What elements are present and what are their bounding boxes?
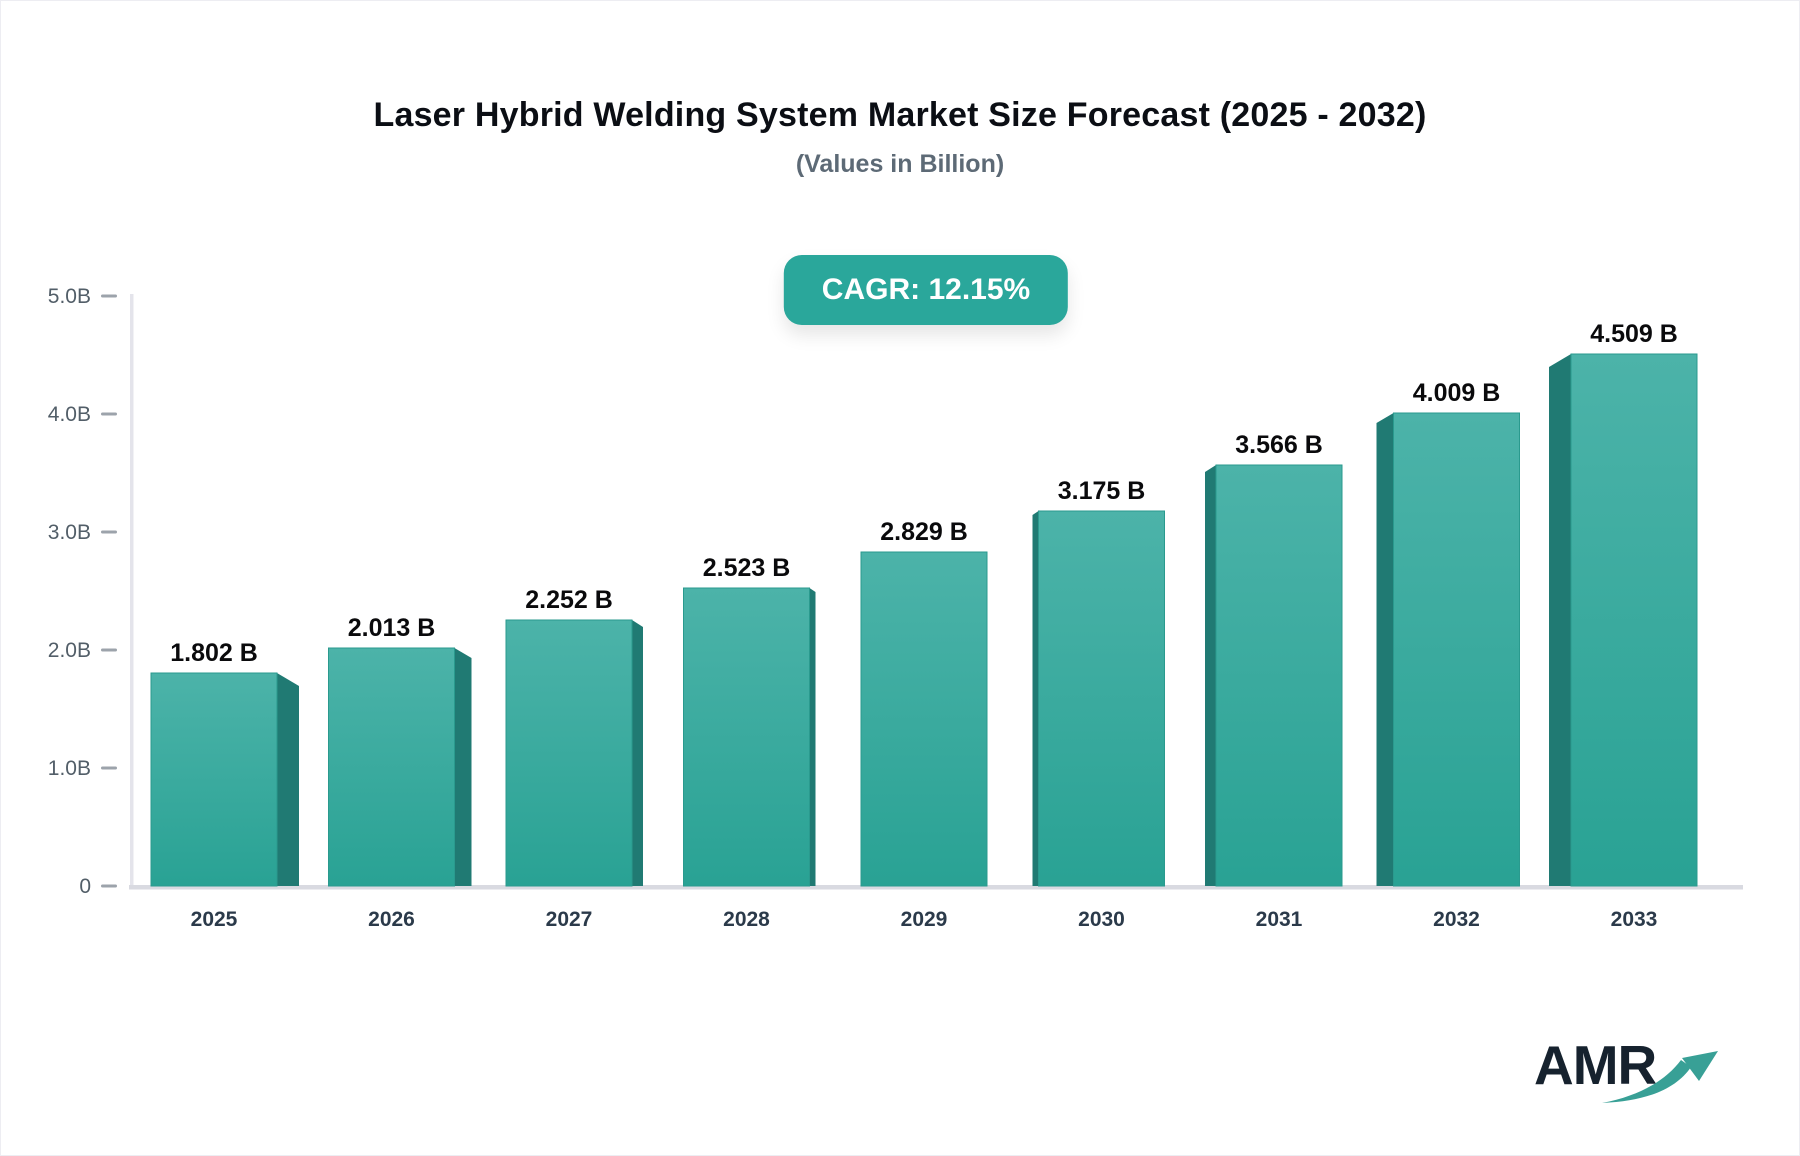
bar-side-face-2026 — [454, 648, 472, 886]
y-axis-tick-label: 5.0B — [48, 285, 91, 308]
y-axis-tick-label: 1.0B — [48, 757, 91, 780]
bar-value-label-2033: 4.509 B — [1590, 320, 1678, 348]
x-axis-label-2028: 2028 — [723, 908, 770, 931]
bar-value-label-2029: 2.829 B — [880, 518, 968, 546]
bar-side-face-2031 — [1205, 465, 1216, 886]
y-axis-tick-mark — [101, 648, 117, 652]
bar-side-face-2028 — [809, 588, 816, 886]
chart-subtitle: (Values in Billion) — [795, 150, 1005, 178]
bar-2029 — [860, 551, 988, 887]
bar-2028 — [683, 587, 810, 887]
bar-value-label-2032: 4.009 B — [1413, 379, 1501, 407]
chart-title: Laser Hybrid Welding System Market Size … — [373, 96, 1427, 134]
y-axis-tick-mark — [101, 294, 117, 298]
x-axis-label-2033: 2033 — [1611, 908, 1658, 931]
axis-layer: 5.0B 4.0B 3.0B 2.0B 1.0B 0 — [48, 285, 1743, 898]
y-axis-tick-mark — [101, 766, 117, 770]
x-axis-label-2032: 2032 — [1433, 908, 1480, 931]
x-axis-label-2027: 2027 — [546, 908, 593, 931]
bar-2030 — [1038, 510, 1165, 887]
y-axis-tick-mark — [101, 412, 117, 416]
x-axis-label-2029: 2029 — [901, 908, 948, 931]
y-axis-tick-mark — [101, 884, 117, 888]
y-axis-tick-label: 4.0B — [48, 403, 91, 426]
bar-side-face-2030 — [1032, 511, 1039, 886]
bar-2031 — [1215, 464, 1343, 887]
bar-side-face-2025 — [277, 673, 299, 886]
bar-side-face-2027 — [632, 620, 643, 886]
bar-value-label-2025: 1.802 B — [170, 639, 258, 667]
bar-value-label-2030: 3.175 B — [1058, 477, 1146, 505]
y-axis-line — [130, 294, 134, 889]
x-axis-label-2030: 2030 — [1078, 908, 1125, 931]
y-axis-tick-label: 2.0B — [48, 639, 91, 662]
amr-logo-text: AMR — [1534, 1034, 1657, 1096]
bar-2027 — [505, 619, 633, 887]
y-axis-tick-mark — [101, 530, 117, 534]
bars-layer — [150, 353, 1698, 887]
x-axis-label-2025: 2025 — [191, 908, 238, 931]
x-axis-label-2031: 2031 — [1256, 908, 1303, 931]
y-axis-tick-label: 3.0B — [48, 521, 91, 544]
bar-side-face-2032 — [1376, 413, 1394, 886]
bar-2026 — [328, 647, 455, 887]
bar-side-face-2033 — [1549, 354, 1571, 886]
y-axis-tick-label: 0 — [79, 875, 91, 898]
bar-2032 — [1393, 412, 1520, 887]
amr-logo: AMR — [1534, 1033, 1724, 1113]
cagr-badge: CAGR: 12.15% — [783, 255, 1069, 325]
bar-value-label-2028: 2.523 B — [703, 554, 791, 582]
bar-2033 — [1570, 353, 1698, 887]
bar-value-label-2027: 2.252 B — [525, 586, 613, 614]
bar-2025 — [150, 672, 278, 887]
x-axis-label-2026: 2026 — [368, 908, 415, 931]
growth-arrow-icon — [1602, 1051, 1718, 1103]
bar-value-label-2026: 2.013 B — [348, 614, 436, 642]
bar-value-label-2031: 3.566 B — [1235, 431, 1323, 459]
x-axis-baseline — [129, 885, 1743, 890]
labels-layer: 1.802 B 2025 2.013 B 2026 2.252 B 2027 2.523 B… — [170, 320, 1678, 931]
